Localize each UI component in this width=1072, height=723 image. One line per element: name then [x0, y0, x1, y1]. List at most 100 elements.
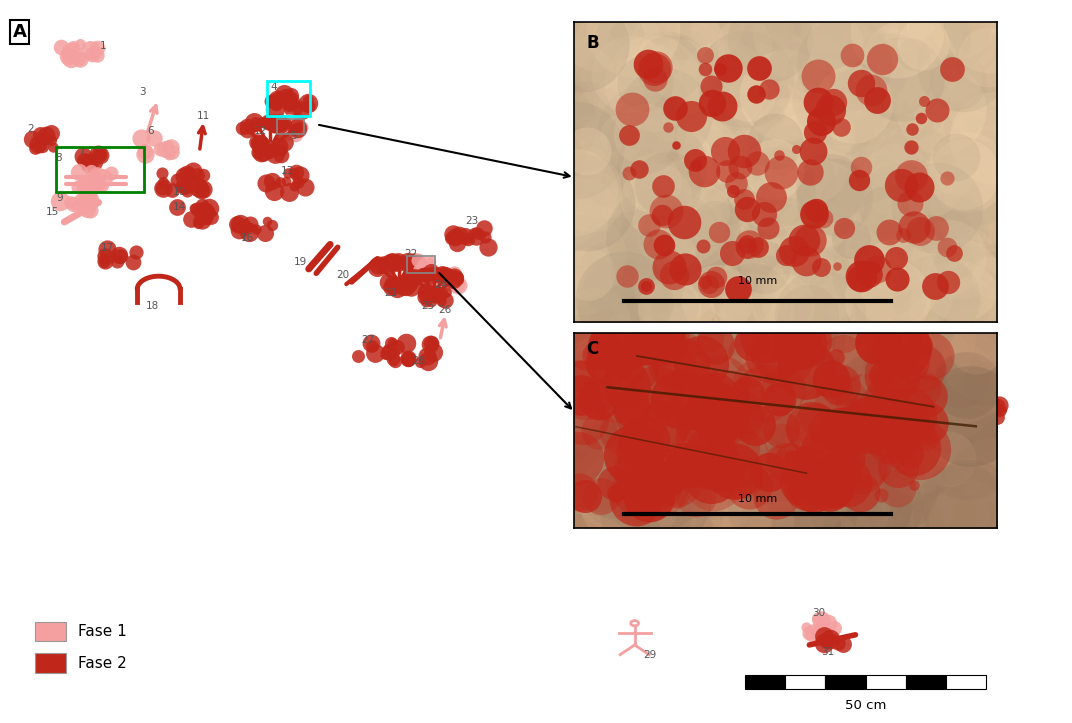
- Point: [264, 176, 281, 187]
- Point: [786, 76, 803, 87]
- Text: A: A: [13, 23, 27, 41]
- Point: [744, 150, 761, 162]
- Point: [914, 38, 932, 50]
- Point: [735, 419, 753, 430]
- Point: [446, 231, 463, 243]
- Point: [629, 436, 646, 448]
- Point: [795, 234, 813, 246]
- Point: [744, 296, 761, 307]
- Point: [929, 202, 947, 214]
- Point: [647, 329, 665, 341]
- Point: [894, 439, 911, 450]
- Point: [624, 150, 641, 161]
- Point: [769, 497, 786, 509]
- Bar: [865, 675, 906, 689]
- Point: [197, 205, 214, 216]
- Point: [644, 77, 661, 89]
- Point: [373, 260, 390, 271]
- Point: [878, 221, 895, 232]
- Point: [647, 61, 665, 72]
- Point: [745, 479, 762, 490]
- Point: [630, 163, 647, 174]
- Point: [417, 260, 434, 272]
- Point: [285, 124, 302, 135]
- Point: [942, 48, 959, 59]
- Point: [292, 169, 309, 181]
- Point: [879, 393, 896, 405]
- Point: [656, 93, 673, 104]
- Point: [806, 422, 823, 433]
- Point: [903, 142, 920, 153]
- Point: [843, 234, 860, 245]
- Point: [828, 36, 845, 48]
- Point: [695, 241, 712, 252]
- Point: [962, 184, 979, 196]
- Point: [927, 205, 944, 216]
- Point: [437, 286, 455, 297]
- Point: [776, 168, 793, 179]
- Point: [146, 132, 163, 143]
- Point: [81, 194, 99, 205]
- Text: 9: 9: [57, 193, 63, 203]
- Point: [784, 468, 801, 479]
- Point: [81, 194, 99, 205]
- Point: [954, 21, 971, 33]
- Point: [804, 144, 821, 155]
- Point: [765, 342, 783, 354]
- Point: [388, 341, 405, 353]
- Point: [966, 399, 983, 411]
- Point: [988, 400, 1006, 411]
- Point: [728, 365, 745, 377]
- Point: [741, 440, 758, 451]
- Point: [842, 114, 859, 126]
- Point: [952, 374, 969, 385]
- Point: [787, 267, 804, 278]
- Point: [284, 103, 301, 114]
- Point: [842, 221, 859, 233]
- Point: [78, 153, 95, 165]
- Point: [892, 404, 909, 416]
- Point: [800, 75, 817, 87]
- Point: [687, 159, 704, 171]
- Point: [813, 116, 830, 127]
- Point: [565, 187, 582, 198]
- Point: [925, 270, 942, 281]
- Point: [596, 474, 613, 485]
- Point: [652, 499, 669, 510]
- Point: [376, 348, 393, 360]
- Bar: [745, 675, 785, 689]
- Point: [863, 126, 880, 137]
- Point: [616, 67, 634, 78]
- Point: [981, 515, 998, 527]
- Point: [772, 432, 789, 443]
- Point: [179, 168, 196, 180]
- Point: [889, 273, 906, 285]
- Point: [794, 502, 812, 514]
- Point: [83, 165, 100, 176]
- Point: [621, 355, 638, 367]
- Point: [973, 477, 991, 489]
- Point: [647, 145, 665, 157]
- Point: [433, 270, 450, 281]
- Point: [593, 358, 610, 369]
- Text: 14: 14: [173, 202, 185, 212]
- Text: 23: 23: [465, 216, 478, 226]
- Point: [667, 103, 684, 114]
- Point: [566, 432, 583, 443]
- Point: [759, 446, 776, 458]
- Point: [650, 475, 667, 487]
- Point: [89, 42, 106, 54]
- Point: [922, 350, 939, 362]
- Point: [771, 367, 788, 379]
- Text: 24: 24: [434, 280, 447, 290]
- Point: [671, 408, 688, 420]
- Text: 20: 20: [337, 270, 349, 280]
- Point: [895, 182, 912, 194]
- Point: [702, 424, 719, 435]
- Point: [402, 256, 419, 268]
- Point: [569, 453, 586, 464]
- Point: [967, 195, 984, 207]
- Point: [876, 359, 893, 371]
- Point: [788, 328, 805, 340]
- Point: [621, 346, 638, 357]
